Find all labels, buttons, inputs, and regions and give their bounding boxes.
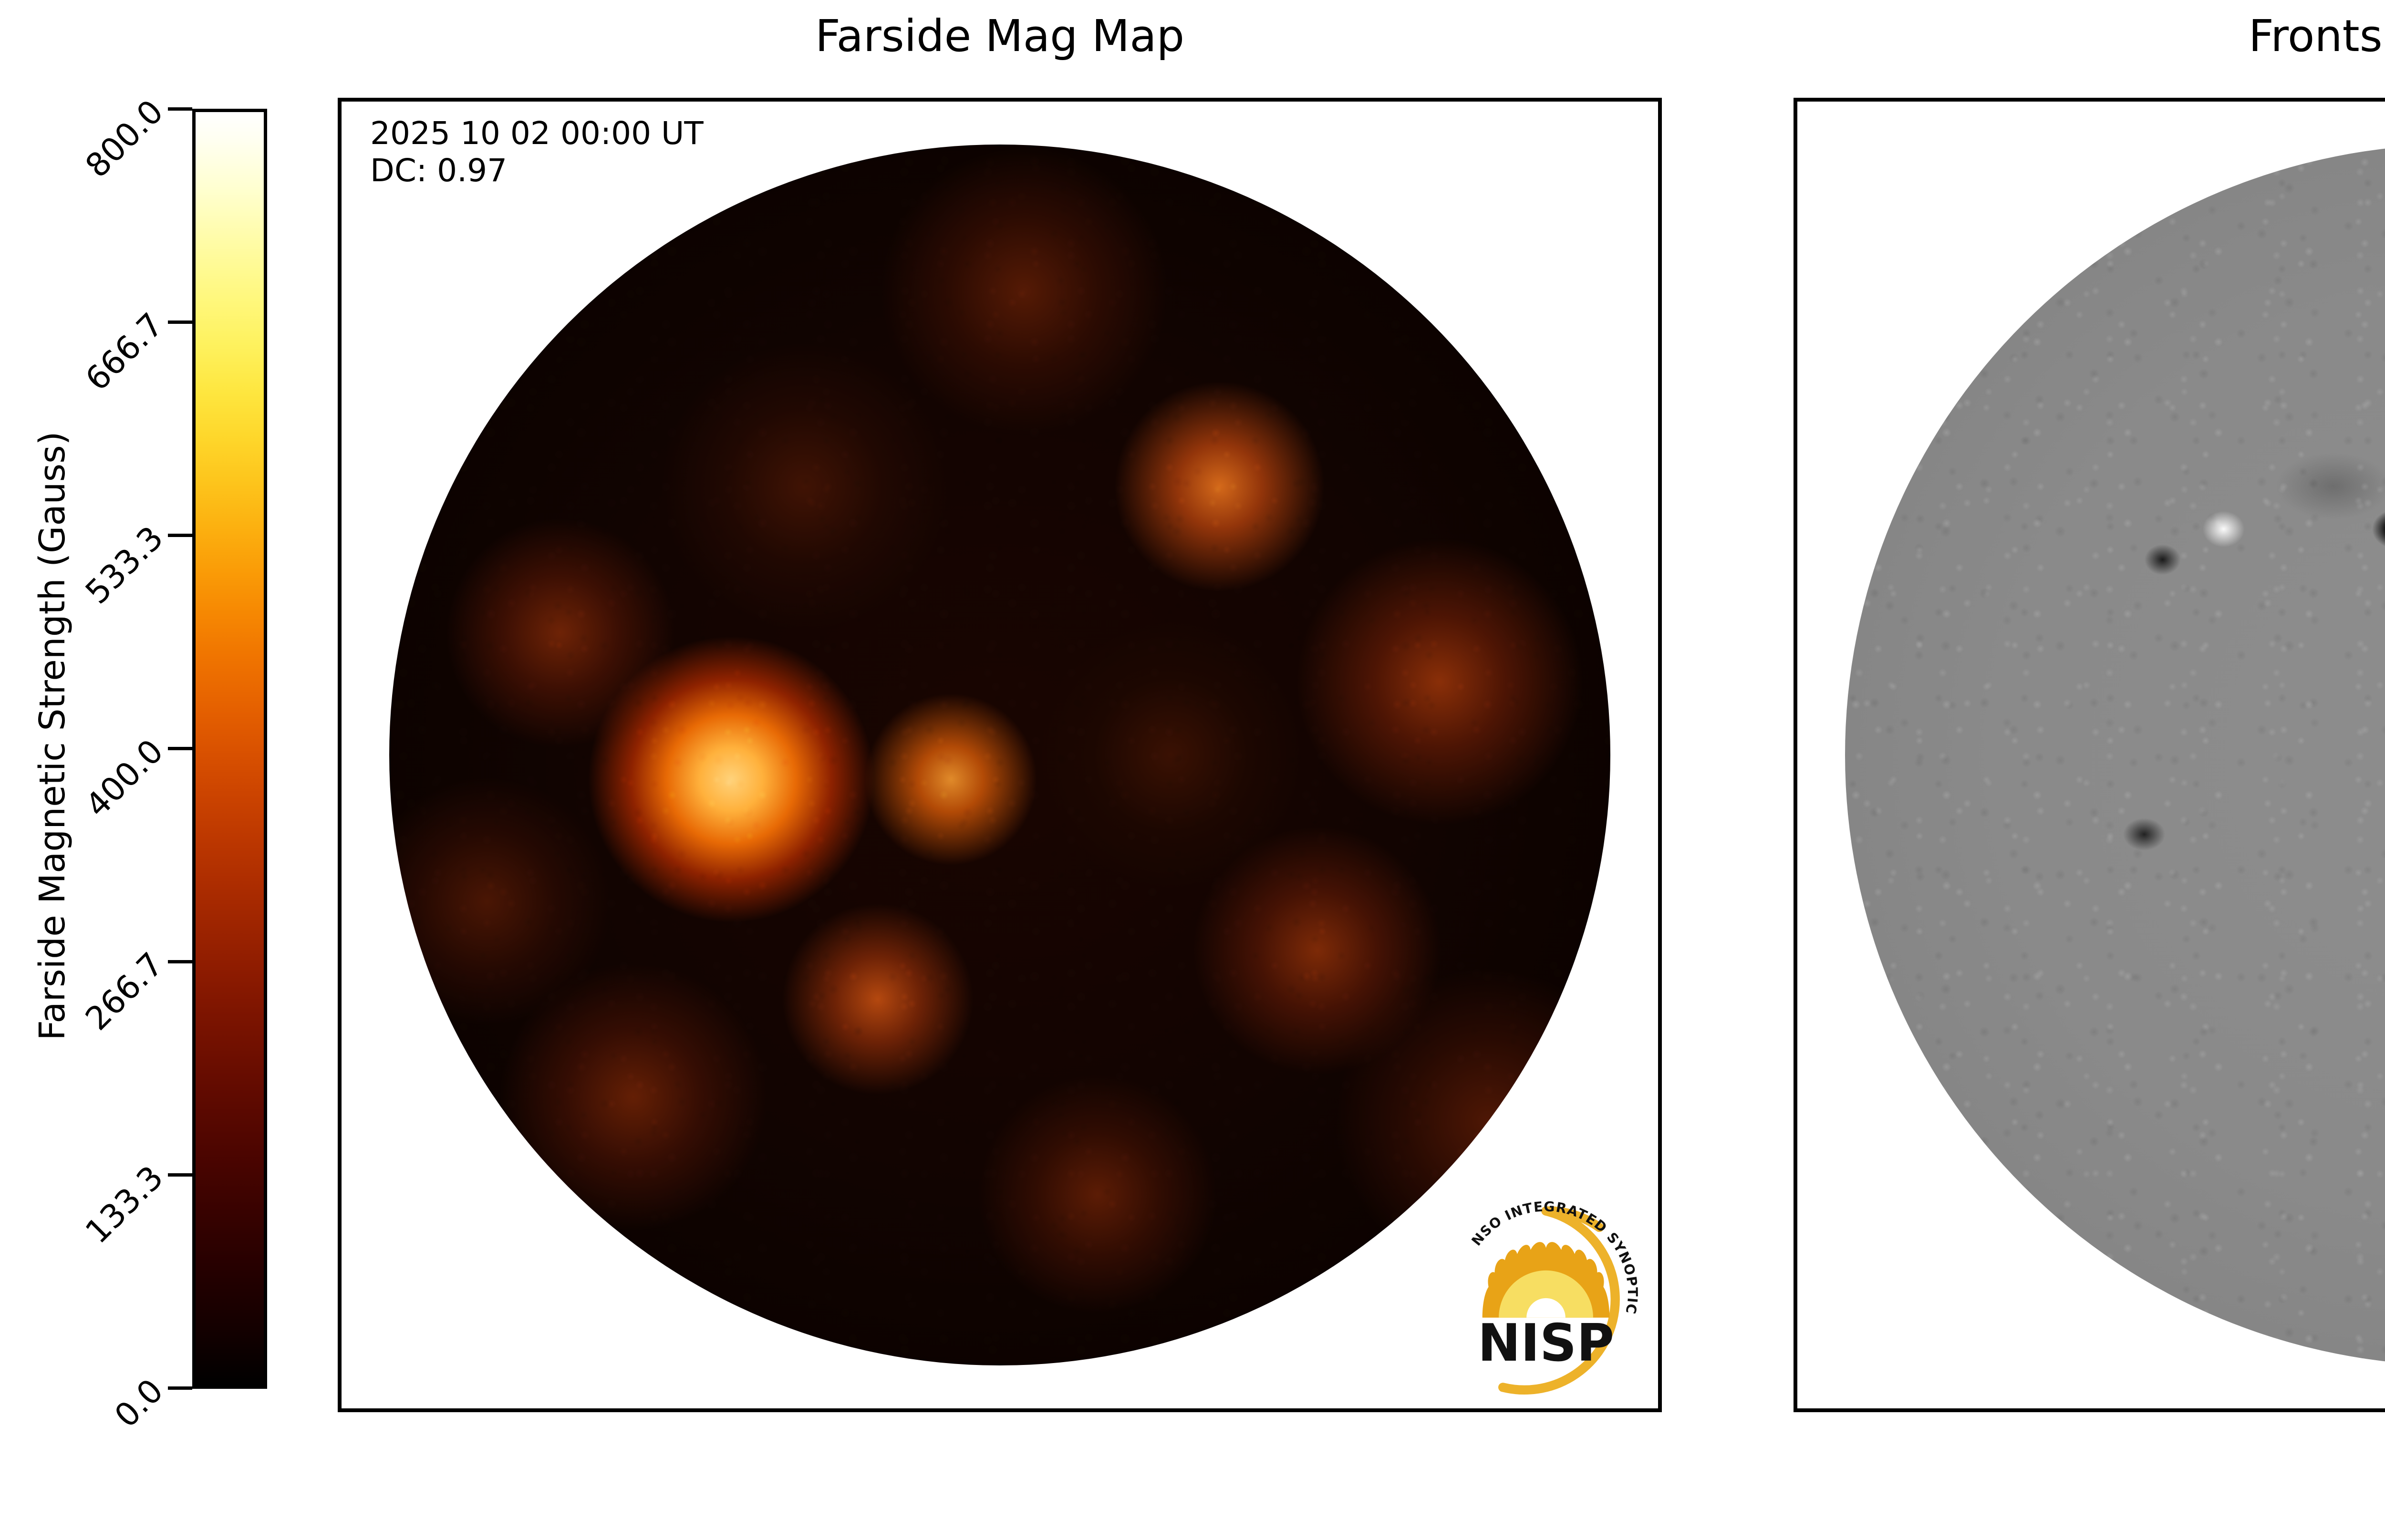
colorbar-tick-mark bbox=[168, 1386, 192, 1390]
colorbar-tick-label-0: 0.0 bbox=[107, 1372, 171, 1435]
colorbar-tick-mark bbox=[168, 320, 192, 324]
panel-frontside-mag-map: NISP NSO INTEGRATED SYNOPTIC PROGRAM bbox=[1794, 98, 2385, 1412]
farside-solar-disk bbox=[389, 145, 1610, 1365]
colorbar-tick-mark bbox=[168, 747, 192, 750]
observation-timestamp: 2025 10 02 00:00 UT bbox=[370, 115, 704, 152]
colorbar-tick-mark bbox=[168, 107, 192, 111]
farside-annotation: 2025 10 02 00:00 UT DC: 0.97 bbox=[370, 115, 704, 189]
frontside-disk-texture bbox=[1845, 145, 2385, 1365]
colorbar-tick-mark bbox=[168, 1173, 192, 1177]
colorbar-tick-label-400: 400.0 bbox=[78, 732, 171, 825]
colorbar-tick-label-800: 800.0 bbox=[78, 93, 171, 186]
panel-title-farside: Farside Mag Map bbox=[815, 10, 1184, 62]
colorbar-tick-label-266: 266.7 bbox=[78, 945, 171, 1038]
duty-cycle-readout: DC: 0.97 bbox=[370, 152, 508, 189]
colorbar-tick-label-666: 666.7 bbox=[78, 306, 171, 399]
panel-farside-mag-map: 2025 10 02 00:00 UT DC: 0.97 NISP NSO IN… bbox=[338, 98, 1662, 1412]
colorbar-group: Farside Magnetic Strength (Gauss) 800.0 … bbox=[0, 0, 334, 1472]
colorbar-axis-label: Farside Magnetic Strength (Gauss) bbox=[32, 431, 73, 1041]
colorbar-tick-mark bbox=[168, 960, 192, 963]
frontside-solar-disk bbox=[1845, 145, 2385, 1365]
panel-title-frontside: Frontside Mag Map bbox=[2249, 10, 2385, 62]
colorbar-gradient bbox=[192, 109, 267, 1389]
colorbar-tick-mark bbox=[168, 534, 192, 537]
colorbar-tick-label-133: 133.3 bbox=[78, 1158, 171, 1251]
nisp-acronym-text: NISP bbox=[1478, 1313, 1614, 1373]
farside-disk-texture bbox=[389, 145, 1610, 1365]
nisp-logo: NISP NSO INTEGRATED SYNOPTIC PROGRAM bbox=[1443, 1197, 1649, 1402]
colorbar-tick-label-533: 533.3 bbox=[78, 519, 171, 612]
